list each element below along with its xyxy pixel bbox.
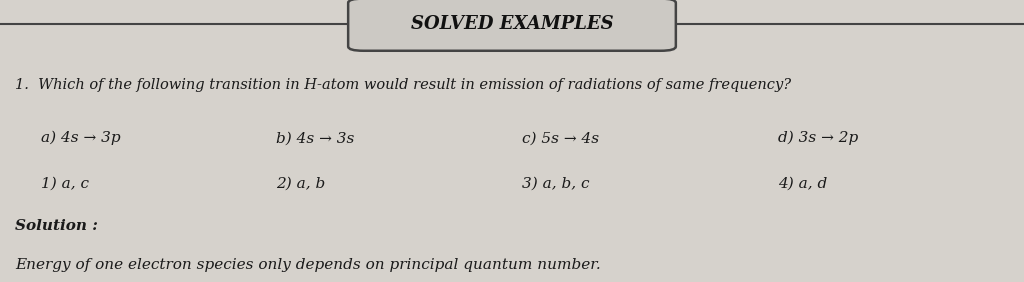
Text: a) 4s → 3p: a) 4s → 3p [41,131,121,146]
FancyBboxPatch shape [348,0,676,51]
Text: 3) a, b, c: 3) a, b, c [522,176,590,190]
Text: 2) a, b: 2) a, b [276,176,326,190]
Text: Energy of one electron species only depends on principal quantum number.: Energy of one electron species only depe… [15,258,601,272]
Text: d) 3s → 2p: d) 3s → 2p [778,131,858,146]
Text: SOLVED EXAMPLES: SOLVED EXAMPLES [411,15,613,33]
Text: 1.  Which of the following transition in H-atom would result in emission of radi: 1. Which of the following transition in … [15,78,792,92]
Text: c) 5s → 4s: c) 5s → 4s [522,131,599,145]
Text: b) 4s → 3s: b) 4s → 3s [276,131,355,145]
Text: 1) a, c: 1) a, c [41,176,89,190]
Text: Solution :: Solution : [15,219,98,233]
Text: 4) a, d: 4) a, d [778,176,827,190]
